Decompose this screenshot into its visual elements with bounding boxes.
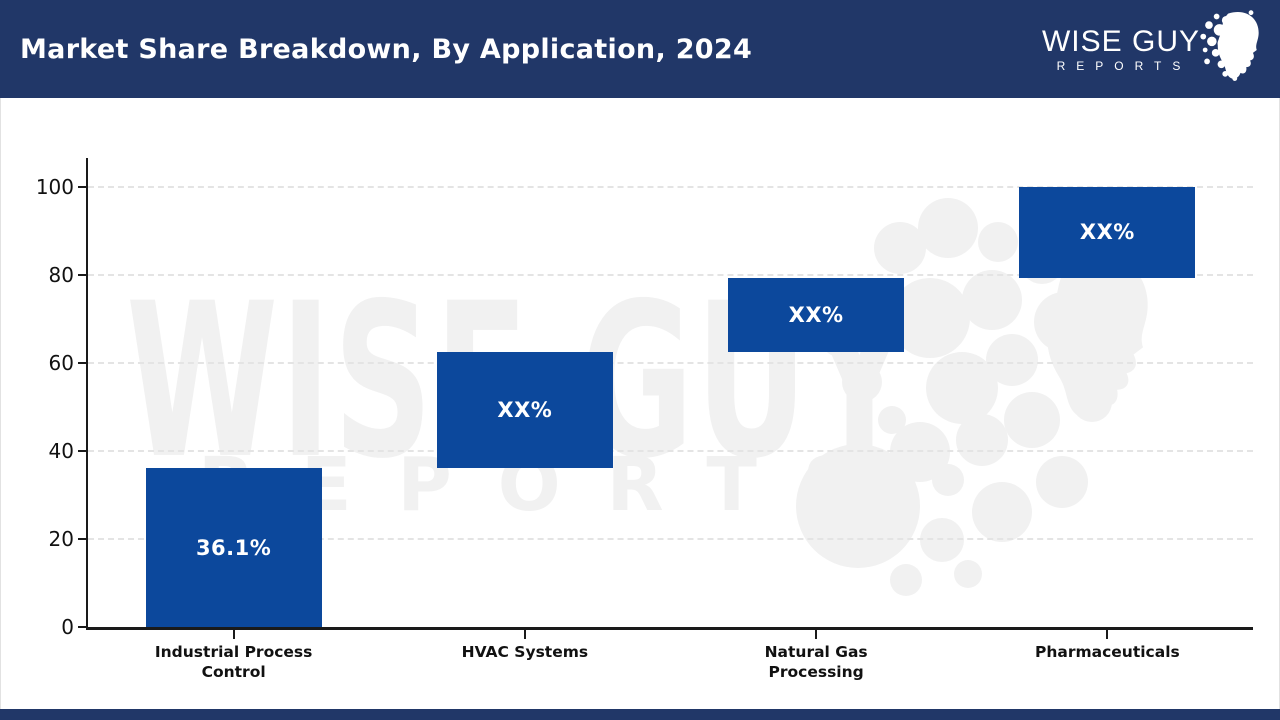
bar-hvac-systems: XX% bbox=[436, 352, 613, 469]
x-axis-category-label-pharmaceuticals: Pharmaceuticals bbox=[1034, 643, 1180, 661]
x-axis-tick bbox=[1106, 629, 1109, 639]
x-axis-tick bbox=[232, 629, 235, 639]
x-axis-category-label-industrial-process-control: Industrial Process Control bbox=[154, 643, 313, 681]
y-axis-line bbox=[86, 158, 88, 629]
logo-wordmark: WISE GUY bbox=[1041, 24, 1200, 58]
y-axis-tick bbox=[78, 362, 87, 364]
bar-value-label: 36.1% bbox=[195, 535, 272, 560]
logo-text: WISE GUY REPORTS bbox=[1041, 24, 1200, 73]
gridline-80 bbox=[88, 274, 1253, 276]
gridline-100 bbox=[88, 186, 1253, 188]
page-title: Market Share Breakdown, By Application, … bbox=[20, 33, 753, 65]
y-axis-tick-label: 40 bbox=[48, 439, 74, 463]
bar-value-label: XX% bbox=[497, 398, 553, 423]
y-axis-tick-label: 60 bbox=[48, 351, 74, 375]
x-axis-tick bbox=[815, 629, 818, 639]
wiseguy-logo: WISE GUY REPORTS bbox=[1042, 6, 1266, 92]
x-axis-category-label-hvac-systems: HVAC Systems bbox=[461, 643, 589, 661]
x-axis-line bbox=[86, 627, 1253, 630]
y-axis-tick bbox=[78, 186, 87, 188]
gridline-40 bbox=[88, 450, 1253, 452]
bar-natural-gas-processing: XX% bbox=[728, 277, 905, 353]
y-axis-tick-label: 20 bbox=[48, 527, 74, 551]
bar-pharmaceuticals: XX% bbox=[1019, 187, 1196, 278]
y-axis-tick-label: 80 bbox=[48, 263, 74, 287]
y-axis-tick-label: 100 bbox=[35, 175, 74, 199]
footer-bar bbox=[0, 709, 1280, 720]
y-axis-tick bbox=[78, 450, 87, 452]
y-axis-tick bbox=[78, 274, 87, 276]
bar-value-label: XX% bbox=[788, 303, 844, 328]
y-axis-tick bbox=[78, 538, 87, 540]
x-axis-tick bbox=[523, 629, 526, 639]
bar-industrial-process-control: 36.1% bbox=[145, 468, 322, 627]
gridline-20 bbox=[88, 538, 1253, 540]
y-axis-tick-label: 0 bbox=[61, 615, 74, 639]
logo-subtext: REPORTS bbox=[1056, 58, 1192, 73]
gridline-60 bbox=[88, 362, 1253, 364]
x-axis-category-label-natural-gas-processing: Natural Gas Processing bbox=[764, 643, 868, 681]
wiseguy-head-icon bbox=[1200, 10, 1259, 82]
bar-value-label: XX% bbox=[1079, 220, 1135, 245]
header-bar: Market Share Breakdown, By Application, … bbox=[0, 0, 1280, 98]
y-axis-tick bbox=[78, 626, 87, 628]
